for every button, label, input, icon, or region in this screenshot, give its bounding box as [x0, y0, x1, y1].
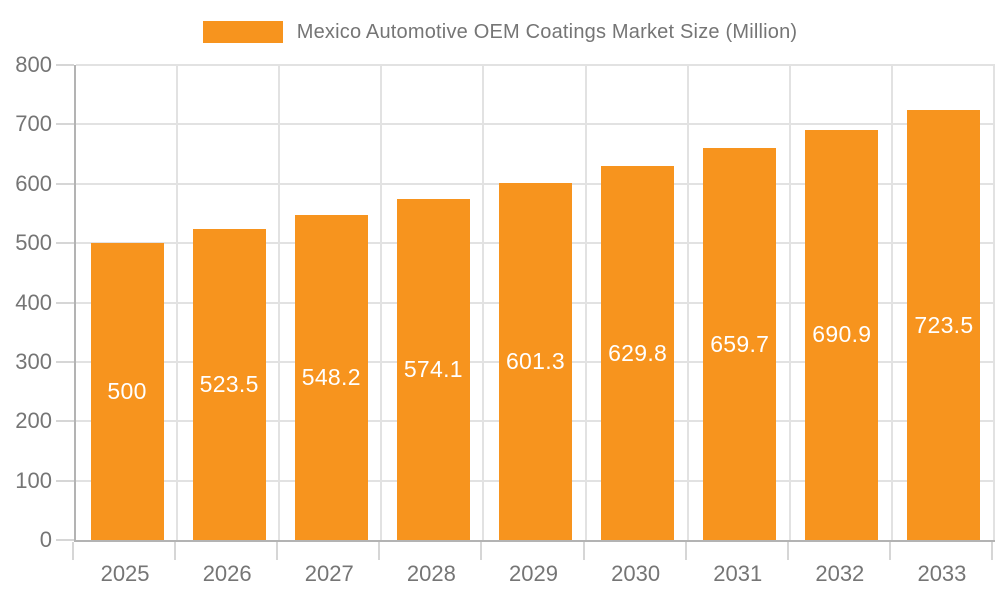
bar-value-label: 601.3 [505, 347, 566, 374]
chart-title: Mexico Automotive OEM Coatings Market Si… [296, 20, 798, 43]
x-tick [888, 542, 891, 560]
y-tick [56, 479, 74, 482]
y-tick [56, 420, 74, 423]
y-tick [56, 360, 74, 363]
x-axis-label: 2028 [406, 561, 456, 586]
bar: 723.5 [907, 110, 981, 540]
bar-value-label: 659.7 [710, 330, 770, 357]
bar-value-label: 629.8 [608, 339, 668, 366]
y-tick [56, 64, 74, 66]
x-gridline [993, 65, 995, 540]
x-tick [684, 542, 687, 560]
y-axis-label: 600 [15, 170, 52, 196]
x-axis-label: 2025 [100, 561, 150, 586]
plot-area: 500 523.5 548.2 574.1 601.3 629.8 659.7 690.9 72… [74, 64, 995, 542]
x-axis-label: 2032 [815, 561, 865, 586]
x-tick [174, 542, 177, 560]
x-gridline [482, 65, 485, 540]
y-axis-label: 200 [15, 408, 52, 434]
y-tick [56, 301, 74, 304]
x-tick [72, 542, 74, 560]
y-tick [56, 539, 74, 541]
bar: 523.5 [192, 229, 266, 540]
x-axis-label: 2029 [509, 561, 558, 586]
y-tick [56, 242, 74, 245]
bar-value-label: 690.9 [812, 321, 872, 348]
bar-value-label: 574.1 [403, 356, 463, 383]
bar-value-label: 523.5 [199, 371, 259, 398]
bar: 629.8 [601, 166, 675, 540]
y-gridline [76, 64, 995, 66]
bar-value-label: 723.5 [914, 311, 974, 338]
x-gridline [584, 65, 587, 540]
y-axis-label: 400 [15, 289, 52, 315]
y-axis-label: 500 [15, 230, 52, 256]
x-tick [276, 542, 279, 560]
bar-value-label: 548.2 [301, 363, 361, 390]
x-tick [480, 542, 483, 560]
y-gridline [76, 123, 995, 126]
x-axis-label: 2031 [713, 561, 763, 586]
x-axis-label: 2033 [917, 561, 967, 586]
bar: 601.3 [499, 182, 572, 540]
x-tick [991, 542, 993, 560]
x-axis-label: 2026 [202, 561, 252, 586]
x-gridline [890, 65, 893, 540]
y-axis-label: 100 [15, 467, 52, 493]
bar: 659.7 [703, 148, 777, 540]
bar: 574.1 [396, 199, 470, 540]
y-tick [56, 123, 74, 126]
x-axis-label: 2027 [304, 561, 354, 586]
x-gridline [278, 65, 281, 540]
y-axis-label: 0 [39, 527, 52, 552]
x-tick [582, 542, 585, 560]
y-tick [56, 182, 74, 185]
x-gridline [380, 65, 383, 540]
bar: 548.2 [294, 214, 368, 540]
x-gridline [176, 65, 179, 540]
bar: 500 [90, 243, 164, 540]
x-axis-label: 2030 [611, 561, 661, 586]
legend-swatch [202, 21, 283, 43]
bar: 690.9 [805, 129, 879, 540]
y-axis-label: 700 [15, 111, 52, 137]
y-axis-label: 300 [15, 348, 52, 374]
x-tick [786, 542, 789, 560]
y-axis-label: 800 [15, 52, 52, 77]
bar-value-label: 500 [107, 378, 147, 405]
x-gridline [686, 65, 689, 540]
chart-legend[interactable]: Mexico Automotive OEM Coatings Market Si… [0, 18, 1000, 46]
x-gridline [788, 65, 791, 540]
x-tick [378, 542, 381, 560]
